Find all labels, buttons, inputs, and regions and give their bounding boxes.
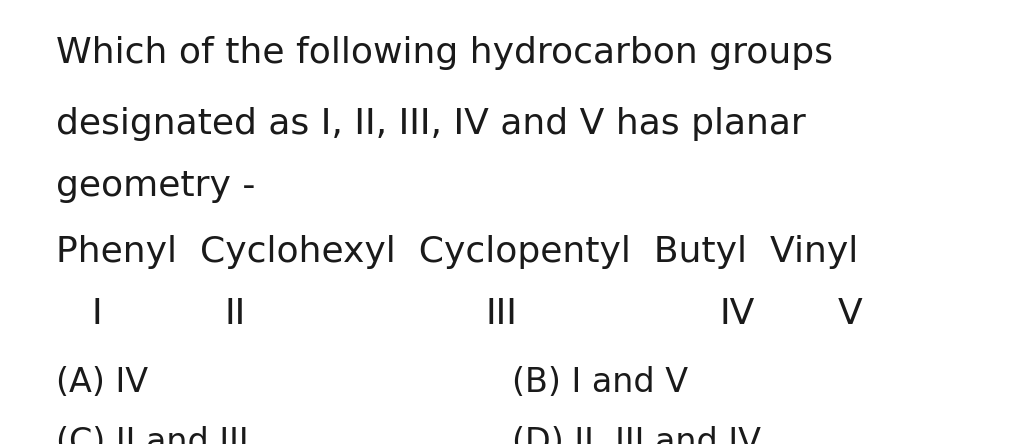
Text: V: V	[838, 297, 862, 332]
Text: (A) IV: (A) IV	[56, 366, 148, 399]
Text: III: III	[485, 297, 518, 332]
Text: Phenyl  Cyclohexyl  Cyclopentyl  Butyl  Vinyl: Phenyl Cyclohexyl Cyclopentyl Butyl Viny…	[56, 235, 858, 270]
Text: geometry -: geometry -	[56, 169, 256, 203]
Text: (D) II, III and IV: (D) II, III and IV	[512, 426, 761, 444]
Text: (C) II and III: (C) II and III	[56, 426, 249, 444]
Text: I: I	[92, 297, 102, 332]
Text: designated as I, II, III, IV and V has planar: designated as I, II, III, IV and V has p…	[56, 107, 806, 141]
Text: Which of the following hydrocarbon groups: Which of the following hydrocarbon group…	[56, 36, 834, 70]
Text: IV: IV	[720, 297, 755, 332]
Text: II: II	[225, 297, 246, 332]
Text: (B) I and V: (B) I and V	[512, 366, 688, 399]
